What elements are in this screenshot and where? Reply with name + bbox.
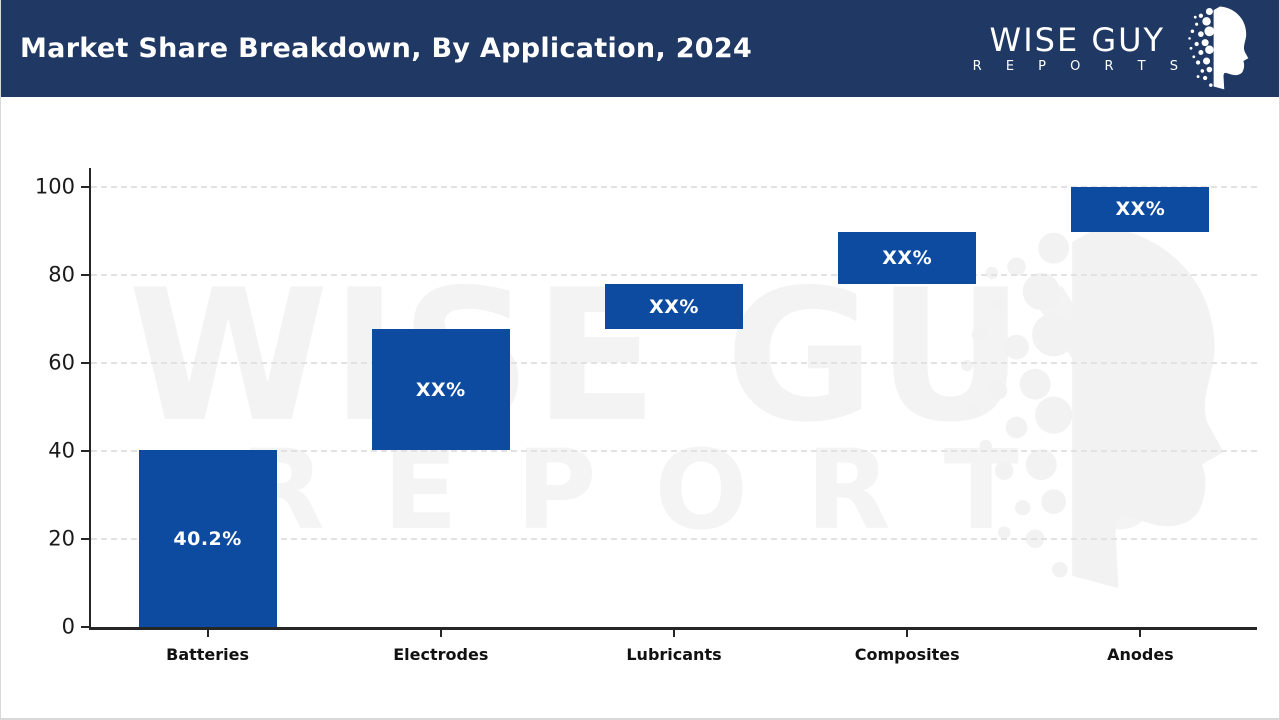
bar-anodes: XX%	[1071, 186, 1210, 232]
logo-text: WISE GUY R E P O R T S	[967, 24, 1188, 73]
wise-guy-logo: WISE GUY R E P O R T S	[967, 3, 1266, 95]
y-tick-label-60: 60	[48, 350, 75, 375]
bar-value-label-batteries: 40.2%	[173, 527, 242, 550]
x-tick-mark-electrodes	[439, 630, 442, 637]
x-category-label-composites: Composites	[854, 645, 960, 664]
bar-value-label-anodes: XX%	[1115, 198, 1166, 221]
x-tick-mark-anodes	[1139, 630, 1142, 637]
y-tick-mark-100	[81, 185, 89, 188]
y-tick-label-20: 20	[48, 526, 75, 551]
logo-wiseguy-text: WISE GUY	[989, 21, 1166, 59]
x-axis-line	[89, 627, 1257, 630]
x-category-label-batteries: Batteries	[166, 645, 250, 664]
bar-value-label-electrodes: XX%	[415, 378, 466, 401]
gridline-y-60	[91, 361, 1257, 364]
y-tick-label-80: 80	[48, 262, 75, 287]
gridline-y-80	[91, 273, 1257, 276]
y-tick-mark-80	[81, 273, 89, 276]
y-tick-mark-40	[81, 449, 89, 452]
x-tick-mark-batteries	[206, 630, 209, 637]
y-tick-label-40: 40	[48, 438, 75, 463]
bar-electrodes: XX%	[371, 329, 510, 451]
frame-edge-bottom	[0, 718, 1280, 720]
gridline-y-40	[91, 449, 1257, 452]
bar-lubricants: XX%	[605, 284, 743, 330]
chart-plot-area: 0 20 40 60 80 100 40.2% Batteries XX% Electrodes X…	[35, 168, 1257, 664]
page-title: Market Share Breakdown, By Application, …	[20, 33, 753, 64]
y-tick-mark-0	[81, 626, 89, 628]
x-tick-mark-composites	[906, 630, 909, 637]
gridline-y-100	[91, 185, 1257, 188]
gridline-y-20	[91, 538, 1257, 540]
bar-value-label-composites: XX%	[882, 247, 933, 269]
bar-batteries: 40.2%	[138, 450, 277, 627]
logo-reports-text: R E P O R T S	[972, 59, 1188, 74]
header-bar: Market Share Breakdown, By Application, …	[0, 0, 1280, 97]
y-tick-label-0: 0	[61, 614, 75, 639]
bar-value-label-lubricants: XX%	[649, 295, 699, 318]
x-category-label-anodes: Anodes	[1107, 645, 1174, 664]
y-tick-mark-20	[81, 538, 89, 540]
x-category-label-electrodes: Electrodes	[393, 645, 489, 664]
y-tick-mark-60	[81, 361, 89, 364]
y-tick-label-100: 100	[34, 174, 75, 199]
bar-composites: XX%	[838, 231, 977, 285]
frame-edge-left	[0, 0, 1, 720]
x-category-label-lubricants: Lubricants	[626, 645, 722, 664]
x-tick-mark-lubricants	[673, 630, 675, 637]
